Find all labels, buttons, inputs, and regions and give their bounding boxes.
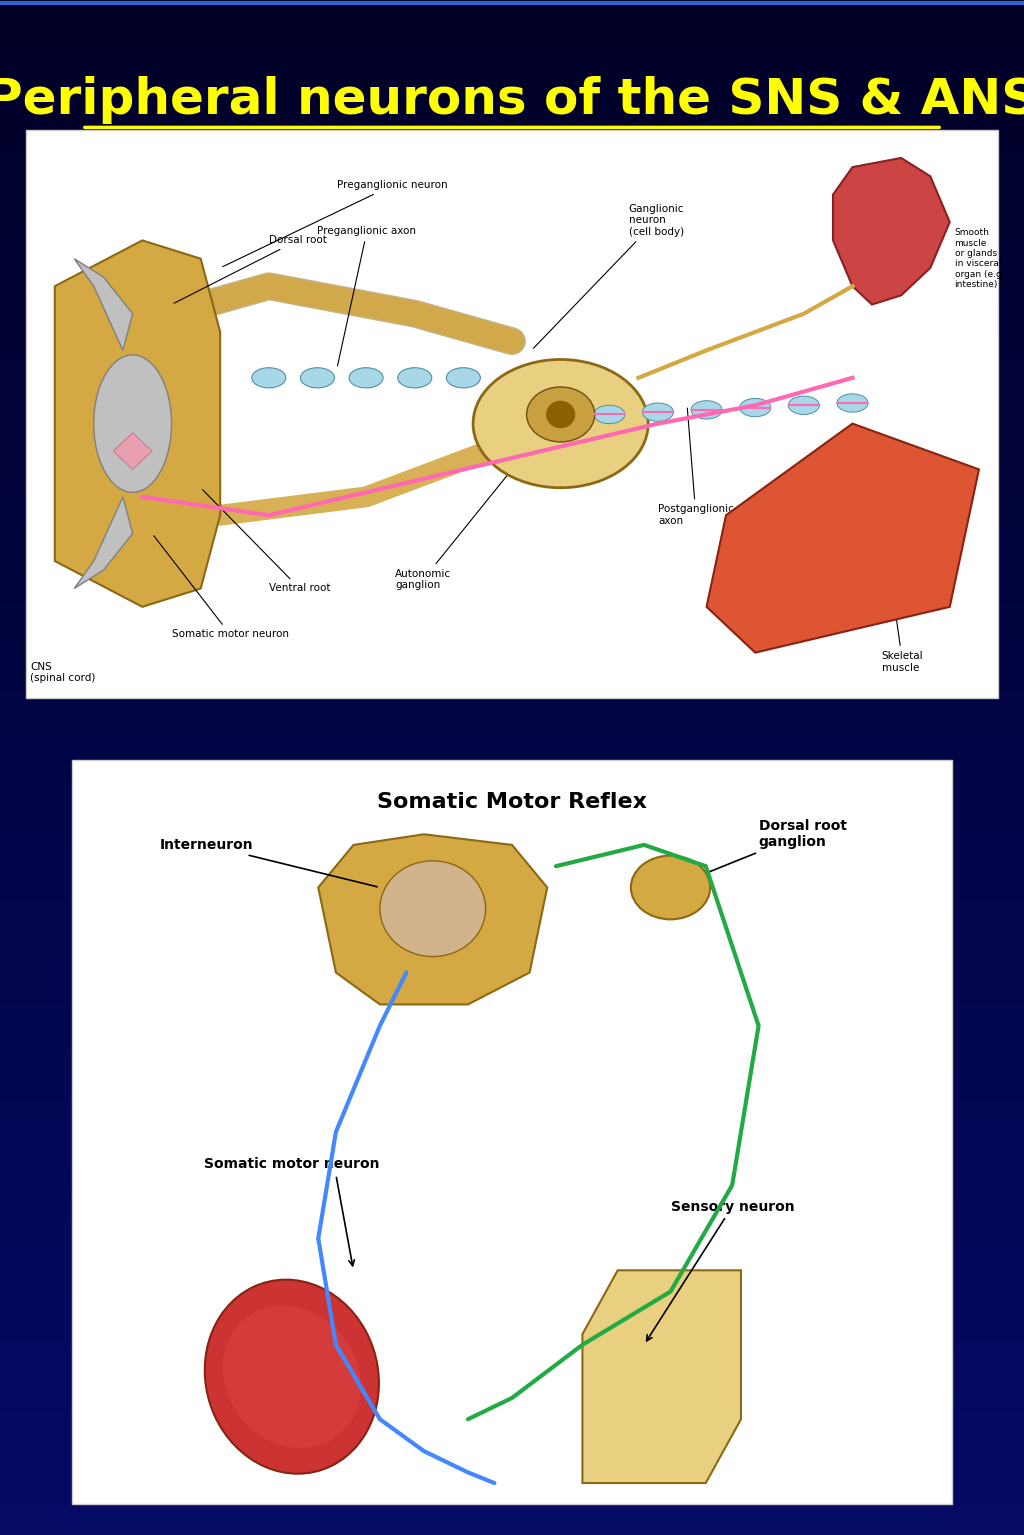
- Text: Skeletal
muscle: Skeletal muscle: [882, 517, 924, 672]
- Ellipse shape: [837, 394, 868, 413]
- Ellipse shape: [397, 368, 432, 388]
- Text: Preganglionic neuron: Preganglionic neuron: [222, 181, 447, 267]
- Ellipse shape: [545, 408, 577, 425]
- Ellipse shape: [349, 368, 383, 388]
- Text: Interneuron: Interneuron: [160, 838, 377, 887]
- Text: Peripheral neurons of the SNS & ANS: Peripheral neurons of the SNS & ANS: [0, 75, 1024, 124]
- Polygon shape: [707, 424, 979, 652]
- Polygon shape: [55, 241, 220, 606]
- Circle shape: [546, 401, 575, 428]
- Ellipse shape: [526, 387, 595, 442]
- Ellipse shape: [739, 399, 771, 416]
- Bar: [72, 760, 952, 1504]
- Ellipse shape: [300, 368, 335, 388]
- Text: Dorsal root: Dorsal root: [174, 235, 327, 304]
- Ellipse shape: [473, 359, 648, 488]
- Text: Smooth
muscle
or glands
in visceral
organ (e.g.,
intestine): Smooth muscle or glands in visceral orga…: [954, 229, 1007, 289]
- Ellipse shape: [252, 368, 286, 388]
- Text: Somatic motor neuron: Somatic motor neuron: [204, 1157, 380, 1171]
- Text: Dorsal root
ganglion: Dorsal root ganglion: [673, 820, 847, 886]
- Ellipse shape: [691, 401, 722, 419]
- Ellipse shape: [94, 355, 172, 493]
- Text: Somatic motor neuron: Somatic motor neuron: [154, 536, 289, 639]
- Ellipse shape: [223, 1305, 360, 1448]
- Text: Ventral root: Ventral root: [203, 490, 331, 594]
- Polygon shape: [834, 158, 950, 304]
- Text: Ganglionic
neuron
(cell body): Ganglionic neuron (cell body): [534, 204, 684, 348]
- Text: CNS
(spinal cord): CNS (spinal cord): [31, 662, 96, 683]
- Bar: [26, 130, 998, 698]
- Ellipse shape: [788, 396, 819, 414]
- Ellipse shape: [642, 404, 674, 421]
- Ellipse shape: [446, 368, 480, 388]
- Polygon shape: [583, 1271, 741, 1483]
- Polygon shape: [75, 497, 133, 588]
- Ellipse shape: [205, 1280, 379, 1474]
- Text: Sensory neuron: Sensory neuron: [646, 1199, 795, 1342]
- Polygon shape: [114, 433, 153, 470]
- Text: Preganglionic axon: Preganglionic axon: [317, 226, 417, 365]
- Text: Postganglionic
axon: Postganglionic axon: [658, 408, 734, 527]
- Text: Somatic Motor Reflex: Somatic Motor Reflex: [377, 792, 647, 812]
- Polygon shape: [318, 835, 547, 1004]
- Text: Autonomic
ganglion: Autonomic ganglion: [395, 471, 510, 589]
- Polygon shape: [75, 259, 133, 350]
- Ellipse shape: [594, 405, 625, 424]
- Ellipse shape: [380, 861, 485, 956]
- Ellipse shape: [631, 855, 711, 919]
